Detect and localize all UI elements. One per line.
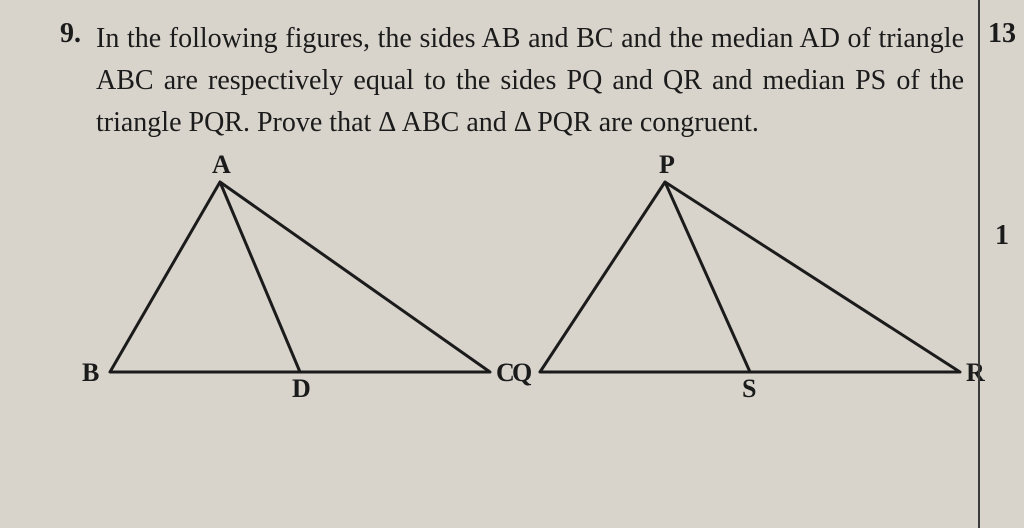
question-text: In the following figures, the sides AB a… xyxy=(96,18,974,144)
margin-number-lower: 1 xyxy=(980,220,1024,252)
problem-block: 9. In the following figures, the sides A… xyxy=(60,18,974,144)
margin-number-top: 13 xyxy=(980,18,1024,50)
vertex-label-b: B xyxy=(82,358,99,388)
vertex-label-s: S xyxy=(742,374,756,404)
vertex-label-a: A xyxy=(212,150,231,180)
page-root: 9. In the following figures, the sides A… xyxy=(0,0,1024,528)
vertex-label-q: Q xyxy=(512,358,532,388)
vertex-label-p: P xyxy=(659,150,675,180)
question-number: 9. xyxy=(60,18,88,50)
triangle-pqr-svg xyxy=(520,162,980,392)
figure-triangle-abc: A B C D xyxy=(90,162,510,392)
vertex-label-d: D xyxy=(292,374,311,404)
margin-column: 13 1 xyxy=(978,0,1024,528)
figures-row: A B C D P Q R S xyxy=(60,162,974,392)
figure-triangle-pqr: P Q R S xyxy=(520,162,980,392)
triangle-abc-svg xyxy=(90,162,510,392)
